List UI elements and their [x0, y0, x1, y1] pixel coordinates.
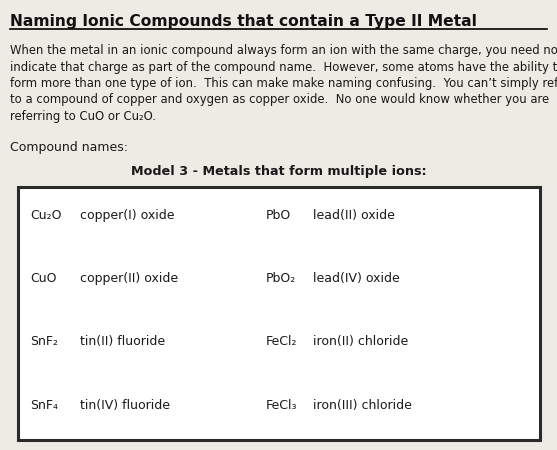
- Text: Model 3 - Metals that form multiple ions:: Model 3 - Metals that form multiple ions…: [131, 165, 426, 177]
- Text: lead(IV) oxide: lead(IV) oxide: [313, 272, 400, 285]
- Text: referring to CuO or Cu₂O.: referring to CuO or Cu₂O.: [10, 110, 156, 123]
- Text: indicate that charge as part of the compound name.  However, some atoms have the: indicate that charge as part of the comp…: [10, 60, 557, 73]
- FancyBboxPatch shape: [18, 186, 540, 440]
- Text: form more than one type of ion.  This can make make naming confusing.  You can’t: form more than one type of ion. This can…: [10, 77, 557, 90]
- Text: SnF₂: SnF₂: [30, 335, 58, 348]
- Text: Naming Ionic Compounds that contain a Type II Metal: Naming Ionic Compounds that contain a Ty…: [10, 14, 477, 29]
- Text: When the metal in an ionic compound always form an ion with the same charge, you: When the metal in an ionic compound alwa…: [10, 44, 557, 57]
- Text: tin(IV) fluoride: tin(IV) fluoride: [80, 399, 170, 412]
- Text: PbO₂: PbO₂: [266, 272, 296, 285]
- Text: FeCl₃: FeCl₃: [266, 399, 297, 412]
- Text: lead(II) oxide: lead(II) oxide: [313, 208, 395, 221]
- Text: tin(II) fluoride: tin(II) fluoride: [80, 335, 165, 348]
- Text: copper(I) oxide: copper(I) oxide: [80, 208, 174, 221]
- Text: copper(II) oxide: copper(II) oxide: [80, 272, 178, 285]
- Text: iron(III) chloride: iron(III) chloride: [313, 399, 412, 412]
- Text: Compound names:: Compound names:: [10, 140, 128, 153]
- Text: Cu₂O: Cu₂O: [30, 208, 61, 221]
- Text: PbO: PbO: [266, 208, 291, 221]
- Text: FeCl₂: FeCl₂: [266, 335, 297, 348]
- Text: to a compound of copper and oxygen as copper oxide.  No one would know whether y: to a compound of copper and oxygen as co…: [10, 94, 549, 107]
- Text: SnF₄: SnF₄: [30, 399, 58, 412]
- Text: CuO: CuO: [30, 272, 56, 285]
- Text: iron(II) chloride: iron(II) chloride: [313, 335, 408, 348]
